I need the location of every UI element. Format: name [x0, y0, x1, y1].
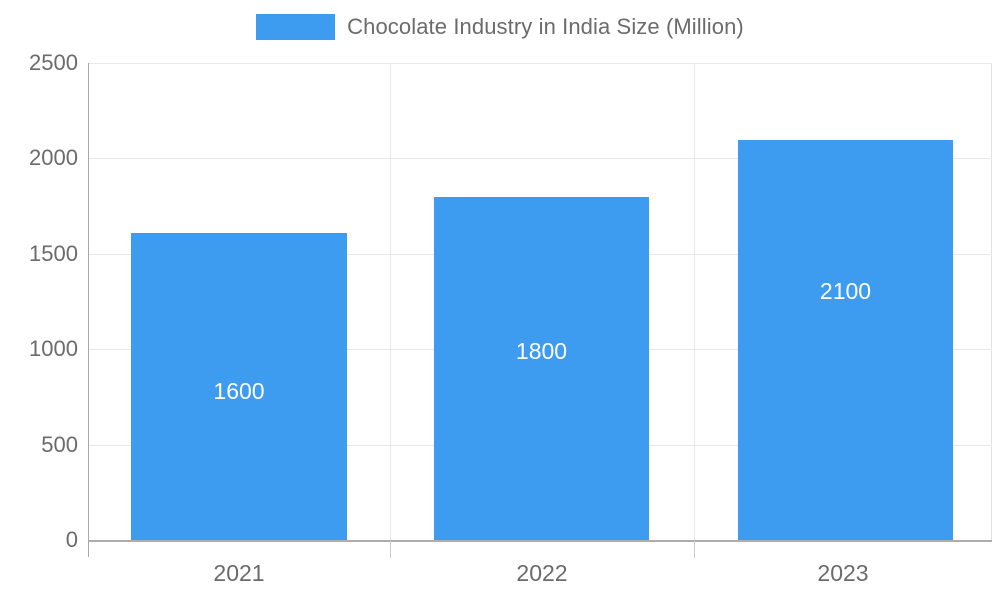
legend-swatch-icon[interactable] — [256, 14, 336, 40]
x-axis-line — [88, 540, 992, 542]
y-axis-tick-labels: 2500 2000 1500 1000 500 0 — [0, 0, 78, 600]
gridline-vertical — [694, 63, 695, 540]
bar-2023[interactable]: 2100 — [738, 140, 953, 540]
chart-legend: Chocolate Industry in India Size (Millio… — [0, 14, 1000, 40]
legend-label[interactable]: Chocolate Industry in India Size (Millio… — [347, 14, 744, 39]
y-tick-label: 2500 — [29, 50, 78, 75]
bar-value-label: 2100 — [819, 278, 872, 304]
bar-value-label: 1600 — [213, 378, 265, 404]
gridline-vertical — [390, 63, 391, 540]
bar-2022[interactable]: 1800 — [434, 197, 649, 540]
y-axis-line — [88, 63, 89, 557]
x-axis-tick — [390, 541, 391, 558]
gridline-horizontal — [88, 158, 992, 159]
x-tick-label-2023: 2023 — [817, 560, 869, 586]
y-tick-label: 1000 — [29, 336, 78, 361]
x-axis-tick — [694, 541, 695, 558]
y-tick-label: 1500 — [29, 241, 78, 266]
x-tick-label-2021: 2021 — [213, 560, 265, 586]
plot-area: 1600 1800 2100 — [88, 63, 992, 540]
bar-2021[interactable]: 1600 — [131, 233, 347, 540]
y-tick-label: 0 — [65, 527, 78, 552]
plot-right-border — [991, 63, 992, 540]
gridline-horizontal — [88, 63, 992, 64]
y-tick-label: 500 — [41, 432, 78, 457]
x-tick-label-2022: 2022 — [516, 560, 568, 586]
bar-value-label: 1800 — [515, 338, 568, 364]
y-tick-label: 2000 — [29, 145, 78, 170]
